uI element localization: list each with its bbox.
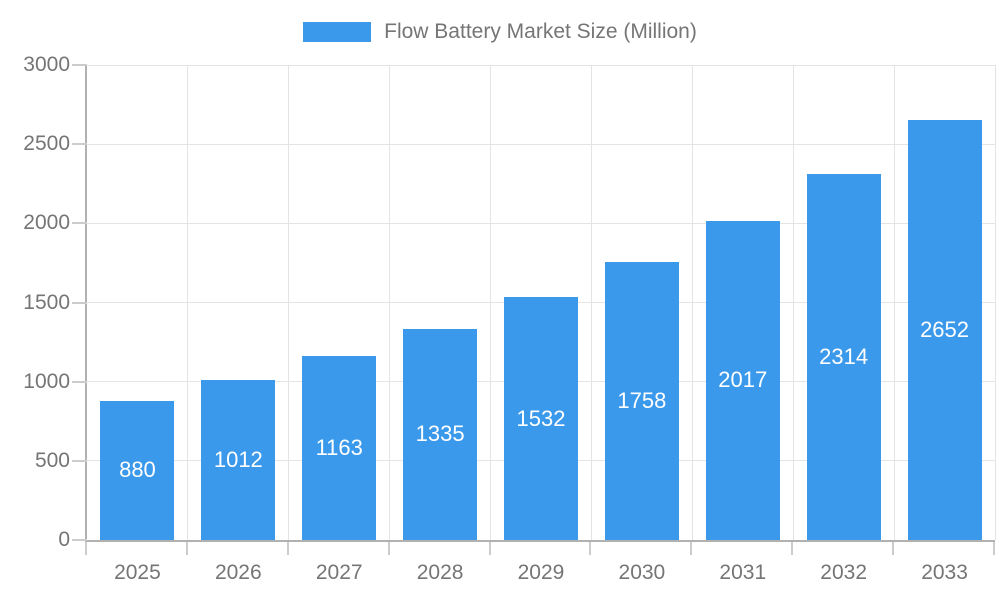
x-tick [387,542,390,555]
x-tick-label: 2033 [921,561,968,584]
v-gridline [389,65,391,540]
y-tick [72,459,87,462]
y-tick-label: 1000 [23,369,70,393]
v-gridline [590,65,592,540]
bar-2029[interactable]: 1532 [504,297,578,540]
y-tick-label: 500 [34,448,70,472]
x-tick [85,542,87,555]
x-tick-label: 2026 [214,561,262,584]
x-tick [185,542,188,555]
y-tick-label: 1500 [23,290,70,314]
h-gridline [87,64,995,66]
bar-value-label: 1163 [315,434,363,460]
bars-layer: 880 1012 1163 1335 1532 1758 2017 2314 2652 [87,65,995,540]
v-gridline [691,65,693,540]
plot-area: 880 1012 1163 1335 1532 1758 2017 2314 2652 [85,64,996,542]
bar-2030[interactable]: 1758 [604,261,679,540]
x-tick [993,542,995,555]
bar-value-label: 2652 [920,317,970,343]
x-tick-label: 2032 [820,561,868,584]
bar-2033[interactable]: 2652 [907,120,982,540]
bar-2028[interactable]: 1335 [403,328,478,540]
x-tick [690,542,693,555]
y-tick [72,222,87,225]
x-tick-label: 2030 [618,561,666,584]
bar-value-label: 2314 [819,343,869,369]
v-gridline [187,65,189,540]
bar-2026[interactable]: 1012 [201,379,276,540]
y-tick-label: 2000 [23,211,70,235]
x-tick-label: 2028 [416,561,464,584]
legend-swatch [303,22,372,42]
h-gridline [87,222,995,224]
legend-label: Flow Battery Market Size (Million) [384,20,697,43]
bar-value-label: 880 [119,457,156,483]
v-gridline [490,65,492,540]
x-tick [791,542,794,555]
v-gridline [792,65,794,540]
bar-2027[interactable]: 1163 [302,355,377,540]
h-gridline [87,143,995,145]
bar-value-label: 2017 [718,367,768,393]
y-tick-label: 0 [58,528,70,551]
v-gridline [893,65,895,540]
bar-value-label: 1335 [415,421,465,447]
y-tick [72,143,87,146]
x-tick [488,542,491,555]
bar-value-label: 1012 [213,446,263,472]
y-tick [72,301,87,304]
x-tick [286,542,289,555]
bar-value-label: 1758 [617,387,667,413]
v-gridline [288,65,290,540]
x-tick [892,542,895,555]
bar-2032[interactable]: 2314 [806,173,881,540]
y-tick [72,539,87,541]
bar-2025[interactable]: 880 [100,400,175,540]
x-tick [589,542,592,555]
y-tick-label: 2500 [23,132,70,156]
v-gridline [994,65,996,540]
x-tick-label: 2031 [719,561,767,584]
y-tick [72,380,87,383]
bar-2031[interactable]: 2017 [705,220,780,540]
bar-value-label: 1532 [516,405,566,431]
y-tick [72,64,87,66]
x-tick-label: 2029 [517,561,565,584]
x-tick-label: 2025 [114,561,161,584]
y-tick-label: 3000 [23,53,70,76]
legend-item[interactable]: Flow Battery Market Size (Million) [0,19,1000,45]
x-tick-label: 2027 [315,561,363,584]
